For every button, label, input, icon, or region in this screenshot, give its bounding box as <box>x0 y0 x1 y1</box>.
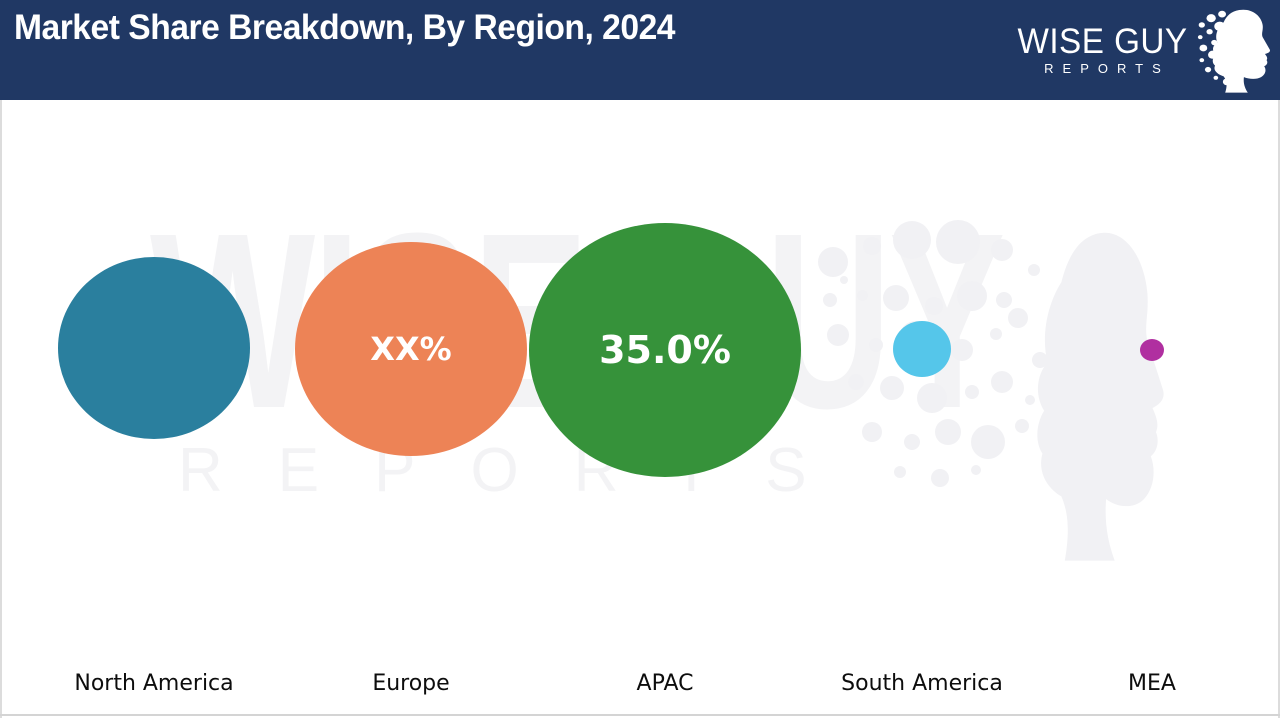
bubble-value-label: XX% <box>370 330 452 368</box>
brand-subtitle: REPORTS <box>1044 61 1170 77</box>
watermark-dot <box>971 425 1005 459</box>
watermark-dot <box>991 239 1013 261</box>
header: Market Share Breakdown, By Region, 2024 … <box>0 0 1280 100</box>
page-title: Market Share Breakdown, By Region, 2024 <box>14 8 676 47</box>
watermark-dot <box>893 221 931 259</box>
bubble-south-america <box>893 321 951 377</box>
watermark-dot <box>996 292 1012 308</box>
watermark-dot <box>863 237 881 255</box>
watermark-dot <box>840 276 848 284</box>
watermark-dot <box>827 324 849 346</box>
watermark-dot <box>1008 308 1028 328</box>
watermark-dot <box>957 281 987 311</box>
watermark-dot <box>880 376 904 400</box>
category-label-apac: APAC <box>636 671 694 696</box>
plot-right-border <box>1278 100 1280 718</box>
bubble-europe: XX% <box>295 242 527 456</box>
watermark-dot <box>917 383 947 413</box>
watermark-dot <box>1032 352 1048 368</box>
watermark-dot <box>936 220 980 264</box>
bubble-mea <box>1140 339 1164 361</box>
bubble-apac: 35.0% <box>529 223 801 477</box>
watermark-dot <box>823 293 837 307</box>
watermark-dot <box>990 328 1002 340</box>
watermark-dot <box>935 419 961 445</box>
category-label-europe: Europe <box>372 671 450 696</box>
watermark-dot <box>883 285 909 311</box>
watermark-dot <box>965 385 979 399</box>
watermark-dot <box>991 371 1013 393</box>
bubble-north-america <box>58 257 250 439</box>
watermark-dot <box>1028 264 1040 276</box>
brand-head-icon <box>1197 9 1271 93</box>
brand-logo: WISE GUY REPORTS <box>1013 6 1272 94</box>
watermark-dot <box>894 466 906 478</box>
watermark-dot <box>1015 419 1029 433</box>
bubble-value-label: 35.0% <box>599 328 731 372</box>
watermark-dot <box>862 422 882 442</box>
watermark-dot <box>971 465 981 475</box>
watermark-dot <box>856 289 868 301</box>
watermark-dot <box>848 374 864 390</box>
brand-name: WISE GUY <box>1017 21 1188 61</box>
watermark-dot <box>818 247 848 277</box>
watermark-dot <box>951 339 973 361</box>
watermark-reports-text: REPORTS <box>178 436 862 505</box>
watermark-dot <box>925 297 943 315</box>
watermark-dot <box>1025 395 1035 405</box>
watermark-dot <box>931 469 949 487</box>
x-axis-line <box>0 714 1280 716</box>
plot-left-border <box>0 100 2 718</box>
brand-logo-text: WISE GUY REPORTS <box>1013 21 1192 77</box>
watermark-dot <box>904 434 920 450</box>
category-label-north-america: North America <box>74 671 234 696</box>
category-label-mea: MEA <box>1128 671 1176 696</box>
watermark-head-icon <box>1037 232 1164 561</box>
category-label-south-america: South America <box>841 671 1003 696</box>
watermark-dot <box>869 338 883 352</box>
